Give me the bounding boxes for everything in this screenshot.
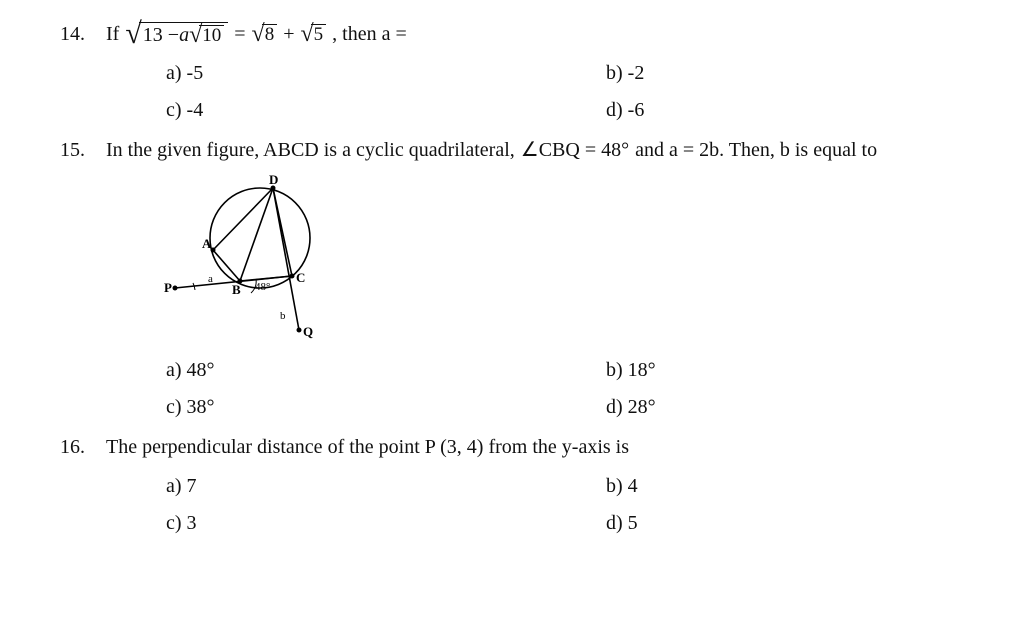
rhs2-radicand: 5 [311, 24, 327, 45]
stem-part1: In the given figure, ABCD is a cyclic qu… [106, 136, 515, 164]
angle-text: ∠CBQ = 48° [521, 139, 629, 161]
option-d: d) 5 [606, 512, 946, 535]
option-c: c) 3 [166, 512, 606, 535]
svg-text:D: D [269, 172, 278, 187]
question-16-options: a) 7 b) 4 c) 3 d) 5 [166, 475, 1024, 535]
plus: + [283, 20, 294, 48]
sqrt-outer: √ 13 − a √ 10 [125, 22, 228, 46]
question-14-stem: If √ 13 − a √ 10 = √ 8 [106, 20, 407, 48]
question-16-row: 16. The perpendicular distance of the po… [60, 433, 1024, 461]
question-14-options: a) -5 b) -2 c) -4 d) -6 [166, 62, 1024, 122]
question-number: 16. [60, 433, 106, 461]
svg-text:A: A [202, 236, 212, 251]
rhs1-radicand: 8 [262, 24, 278, 45]
question-16-stem: The perpendicular distance of the point … [106, 433, 629, 461]
option-b: b) 4 [606, 475, 946, 498]
option-c: c) 38° [166, 396, 606, 419]
svg-text:Q: Q [303, 324, 313, 339]
sqrt-rhs2: √ 5 [300, 24, 326, 45]
svg-text:b: b [280, 310, 286, 322]
option-d: d) 28° [606, 396, 946, 419]
variable-a: a [179, 24, 189, 46]
figure-15: D A C B P Qa 48° b [160, 170, 1024, 345]
page: 14. If √ 13 − a √ 10 = √ [0, 0, 1024, 535]
question-15-row: 15. In the given figure, ABCD is a cycli… [60, 136, 1024, 164]
inner-radicand: 10 [199, 25, 224, 46]
question-15: 15. In the given figure, ABCD is a cycli… [60, 136, 1024, 419]
option-a: a) 48° [166, 359, 606, 382]
outer-radicand-prefix: 13 − [143, 24, 179, 46]
option-a: a) 7 [166, 475, 606, 498]
question-14: 14. If √ 13 − a √ 10 = √ [60, 20, 1024, 122]
question-number: 15. [60, 136, 106, 164]
option-d: d) -6 [606, 99, 946, 122]
svg-text:B: B [232, 282, 241, 297]
question-15-options: a) 48° b) 18° c) 38° d) 28° [166, 359, 1024, 419]
svg-text:C: C [296, 270, 305, 285]
stem-text: The perpendicular distance of the point … [106, 433, 629, 461]
svg-text:48°: 48° [255, 281, 270, 293]
cyclic-quadrilateral-figure: D A C B P Qa 48° b [160, 170, 340, 340]
question-14-row: 14. If √ 13 − a √ 10 = √ [60, 20, 1024, 48]
outer-radicand: 13 − a √ 10 [139, 22, 228, 46]
question-16: 16. The perpendicular distance of the po… [60, 433, 1024, 535]
svg-text:P: P [164, 280, 172, 295]
svg-text:a: a [208, 273, 213, 285]
stem-suffix: , then a = [332, 20, 407, 48]
angle-expression: ∠CBQ = 48° [521, 136, 629, 164]
stem-prefix: If [106, 20, 119, 48]
option-b: b) -2 [606, 62, 946, 85]
sqrt-inner: √ 10 [189, 25, 224, 46]
question-number: 14. [60, 20, 106, 48]
sqrt-rhs1: √ 8 [252, 24, 278, 45]
option-a: a) -5 [166, 62, 606, 85]
option-b: b) 18° [606, 359, 946, 382]
option-c: c) -4 [166, 99, 606, 122]
equals: = [234, 20, 245, 48]
stem-part2: and a = 2b. Then, b is equal to [635, 136, 877, 164]
question-15-stem: In the given figure, ABCD is a cyclic qu… [106, 136, 877, 164]
